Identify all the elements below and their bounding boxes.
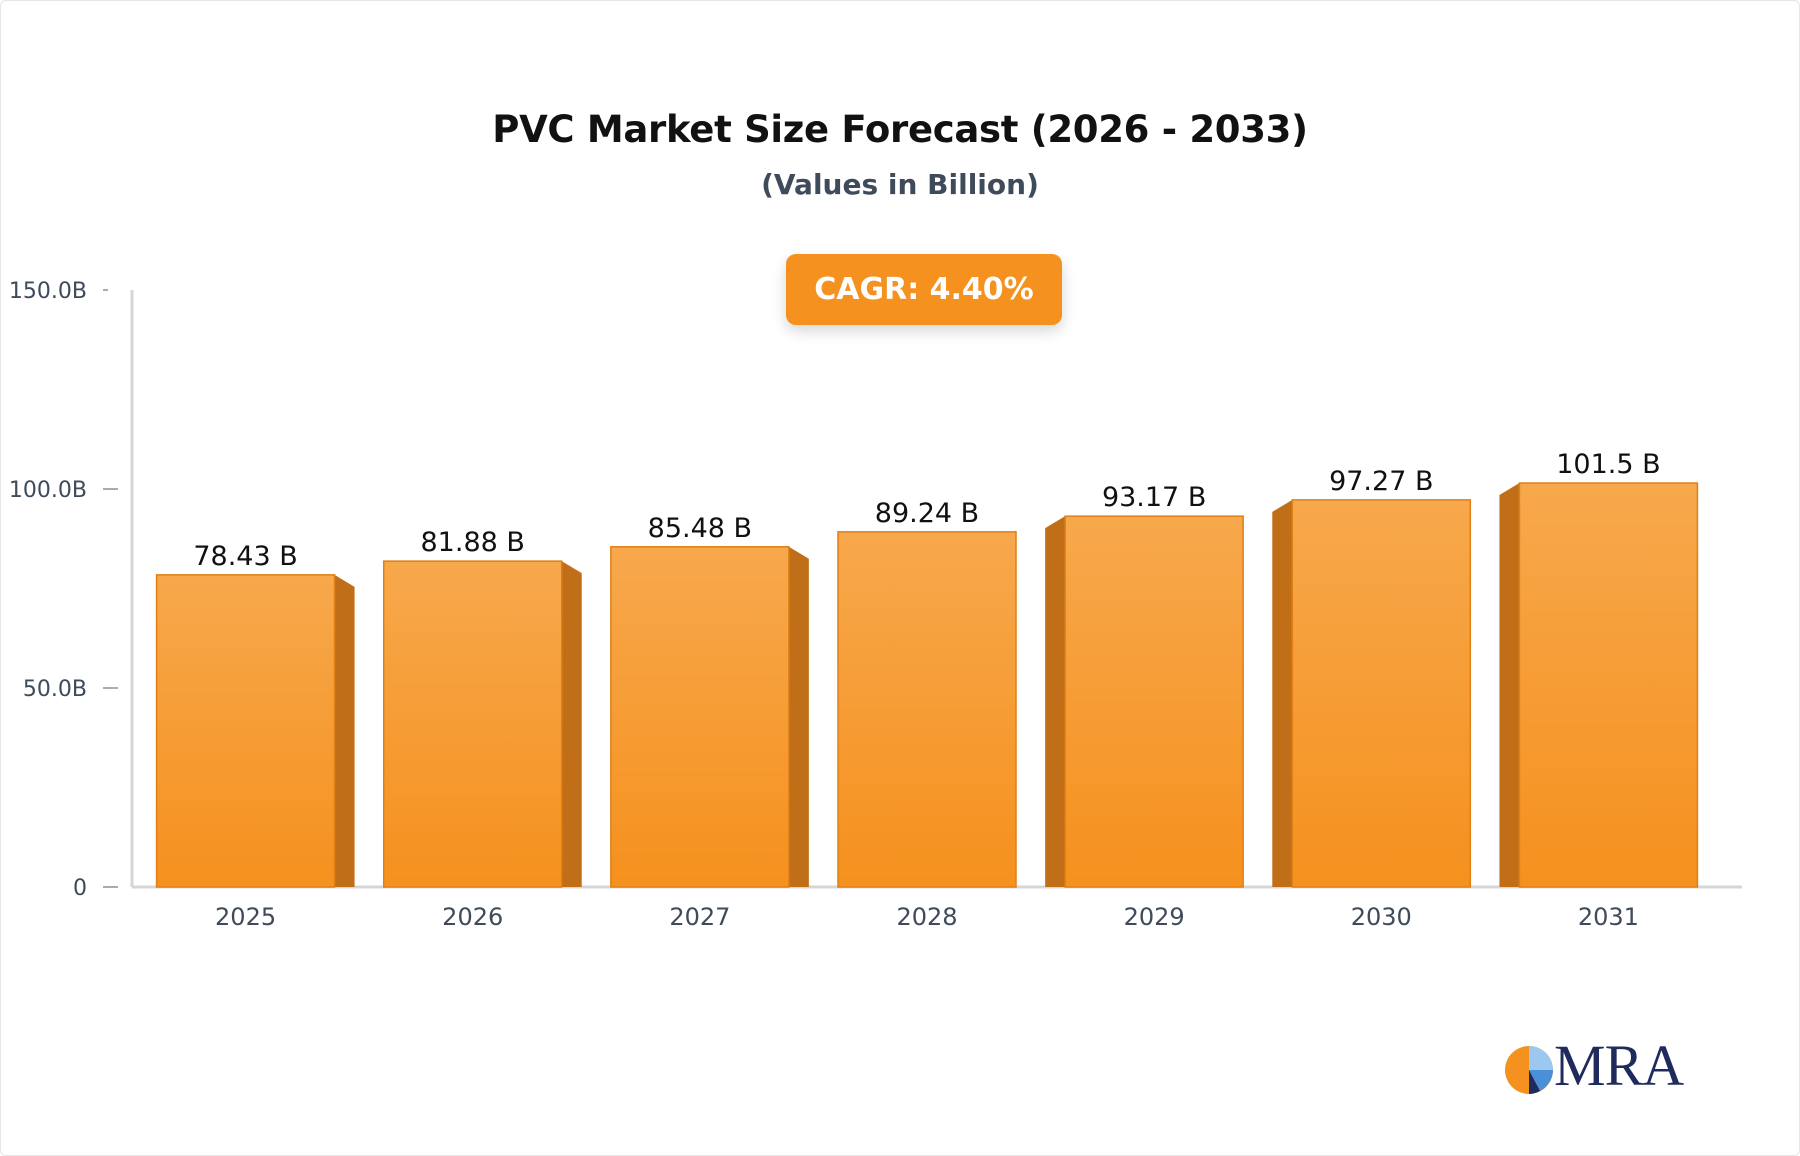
y-tick-label: 150.0B (9, 279, 87, 304)
x-tick-label: 2026 (442, 903, 503, 931)
mra-logo: MRA (1504, 1036, 1694, 1096)
y-tick-label: 50.0B (23, 677, 87, 702)
bar (155, 574, 355, 888)
bar-front-face (837, 531, 1017, 888)
logo-pie-icon (1505, 1046, 1553, 1094)
bar (1045, 515, 1244, 888)
data-label: 93.17 B (1102, 482, 1206, 513)
bar (837, 531, 1017, 888)
cagr-badge: CAGR: 4.40% (786, 254, 1062, 325)
bar-front-face (1518, 482, 1699, 888)
x-tick-label: 2025 (215, 903, 276, 931)
data-label: 85.48 B (648, 513, 752, 544)
x-tick-label: 2028 (896, 903, 957, 931)
bar-side-face (334, 574, 355, 887)
chart-bars (155, 482, 1699, 888)
bar (610, 546, 809, 888)
x-tick-label: 2030 (1351, 903, 1412, 931)
bar-front-face (1064, 515, 1244, 888)
data-label: 81.88 B (421, 527, 525, 558)
bar-front-face (1291, 499, 1472, 888)
data-label: 89.24 B (875, 498, 979, 529)
x-tick-label: 2031 (1578, 903, 1639, 931)
bar-front-face (382, 560, 563, 888)
bar-front-face (610, 546, 790, 888)
bar-side-face (1499, 483, 1520, 887)
data-label: 101.5 B (1556, 449, 1660, 480)
bar-side-face (1272, 499, 1293, 887)
bar (1272, 499, 1472, 888)
bar-side-face (561, 561, 582, 887)
x-tick-label: 2029 (1124, 903, 1185, 931)
bar (382, 560, 582, 888)
chart-subtitle: (Values in Billion) (761, 168, 1039, 201)
bar (1499, 482, 1699, 888)
chart-title: PVC Market Size Forecast (2026 - 2033) (492, 108, 1308, 151)
bar-front-face (155, 574, 336, 888)
chart-labels: 78.43 B 2025 81.88 B 2026 85.48 B 2027 89.24 B… (193, 449, 1660, 931)
y-tick-label: 0 (73, 876, 87, 901)
data-label: 97.27 B (1329, 466, 1433, 497)
bar-side-face (1045, 516, 1066, 887)
bar-side-face (788, 546, 809, 887)
y-tick-label: 100.0B (9, 478, 87, 503)
data-label: 78.43 B (193, 541, 297, 572)
x-tick-label: 2027 (669, 903, 730, 931)
logo-text: MRA (1554, 1033, 1684, 1098)
